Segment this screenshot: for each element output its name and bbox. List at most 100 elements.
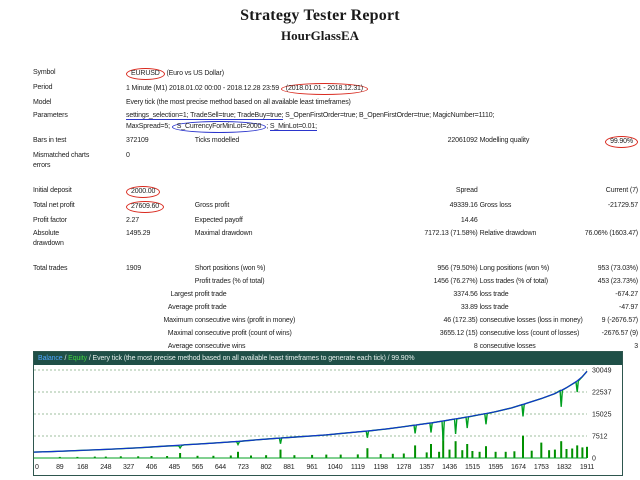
x-axis-label: 406 <box>145 464 158 471</box>
report-cell: Absolute drawdown <box>33 227 126 250</box>
report-row: Initial deposit 2000.00 Spread Current (7) <box>33 184 640 199</box>
cell-text: Modelling quality <box>479 137 530 144</box>
cell-text: Ticks modelled <box>194 137 240 144</box>
cell-text: -674.27 <box>615 291 638 298</box>
x-axis-label: 0 <box>35 464 39 471</box>
report-cell: loss trade <box>480 301 585 314</box>
cell-text: 76.06% (1603.47) <box>584 230 638 237</box>
x-axis-label: 1040 <box>327 464 343 471</box>
cell-text: 1456 (76.27%) <box>433 278 478 285</box>
x-axis-label: 1911 <box>579 464 595 471</box>
x-axis-label: 1674 <box>511 464 526 471</box>
lots-bar <box>571 448 574 458</box>
report-row: Period 1 Minute (M1) 2018.01.02 00:00 - 2… <box>33 81 640 96</box>
lots-bar <box>504 451 507 458</box>
x-axis-label: 1198 <box>373 464 388 471</box>
lots-bar <box>325 454 328 458</box>
report-cell: Ticks modelled <box>195 134 358 149</box>
report-cell: 3 <box>585 340 640 353</box>
report-cell: consecutive loss (count of losses) <box>480 327 585 340</box>
x-axis-label: 1753 <box>533 464 549 471</box>
cell-text: settings_selection=1; TradeSell=true; Tr… <box>125 112 284 120</box>
lots-bar <box>250 455 252 458</box>
lots-bar <box>104 456 107 458</box>
lots-bar <box>438 451 441 458</box>
x-axis-label: 327 <box>123 464 135 471</box>
legend-text: Balance <box>38 355 63 362</box>
report-cell: profit trade <box>195 288 358 301</box>
cell-text: 956 (79.50%) <box>437 265 478 272</box>
x-axis-label: 248 <box>100 464 112 471</box>
chart-x-axis: 0 89 168 248 327 406 485 565 644 723 802 881 961 1040… <box>34 463 622 475</box>
cell-text: Maximal <box>167 330 193 337</box>
lots-bar <box>513 451 516 458</box>
report-cell: Average <box>126 340 195 353</box>
cell-text: 3374.56 <box>453 291 478 298</box>
cell-text: consecutive wins (profit in money) <box>194 317 296 324</box>
lots-bar <box>265 455 268 458</box>
cell-text: Symbol <box>33 69 56 76</box>
report-cell: Short positions (won %) <box>195 262 358 275</box>
cell-text: ; <box>266 123 270 130</box>
lots-bar <box>379 454 382 458</box>
report-row: Profit trades (% of total) 1456 (76.27%) L… <box>33 275 640 288</box>
cell-text: Profit factor <box>33 217 67 224</box>
report-cell: Parameters <box>33 109 126 134</box>
cell-text: Largest <box>170 291 193 298</box>
cell-text: -2676.57 (9) <box>601 330 638 337</box>
y-axis-label: 15025 <box>592 412 612 419</box>
cell-text: Loss trades (% of total) <box>479 278 549 285</box>
y-axis-label: 22537 <box>592 390 612 397</box>
x-axis-label: 1119 <box>350 464 365 471</box>
report-cell <box>195 184 358 199</box>
cell-text: Maximal drawdown <box>194 230 253 237</box>
report-cell: 7172.13 (71.58%) <box>357 227 479 250</box>
report-cell: Largest <box>126 288 195 301</box>
report-cell <box>33 327 126 340</box>
lots-bar <box>339 454 342 458</box>
report-row: Average consecutive wins 8 consecutive loss… <box>33 340 640 353</box>
report-cell: 3655.12 (15) <box>357 327 479 340</box>
lots-bar <box>461 450 464 458</box>
lots-bar <box>196 455 199 458</box>
lots-bar <box>540 442 543 458</box>
report-row: Total trades 1909 Short positions (won %) 9… <box>33 262 640 275</box>
report-cell: 33.89 <box>357 301 479 314</box>
x-axis-label: 168 <box>77 464 89 471</box>
cell-text: Total net profit <box>33 202 75 209</box>
legend-text: Equity <box>68 355 88 362</box>
lots-bar <box>311 454 314 458</box>
lots-bar <box>454 441 457 458</box>
lots-bar <box>179 453 182 458</box>
cell-text: MaxSpread=5; <box>125 123 172 130</box>
lots-bar <box>581 447 584 458</box>
report-cell: Expected payoff <box>195 214 358 227</box>
report-cell <box>33 288 126 301</box>
report-cell: consecutive wins <box>195 340 358 353</box>
lots-bar <box>530 450 533 458</box>
x-axis-label: 1278 <box>396 464 412 471</box>
lots-bar <box>166 456 169 458</box>
x-axis-label: 961 <box>306 464 318 471</box>
lots-bar <box>137 456 140 458</box>
report-row: Maximum consecutive wins (profit in money… <box>33 314 640 327</box>
cell-text: Mismatched charts errors <box>33 152 90 169</box>
report-cell: 1456 (76.27%) <box>357 275 479 288</box>
report-cell: Total net profit <box>33 199 126 214</box>
report-row: Symbol EURUSD (Euro vs US Dollar) <box>33 66 640 81</box>
report-cell: -2676.57 (9) <box>585 327 640 340</box>
x-axis-label: 802 <box>260 464 272 471</box>
cell-text: 0 <box>125 152 130 159</box>
cell-text: 953 (73.03%) <box>597 265 638 272</box>
lots-bar <box>442 431 445 458</box>
report-cell: Gross loss <box>480 199 585 214</box>
lots-bar <box>76 456 79 458</box>
report-cell: 3374.56 <box>357 288 479 301</box>
lots-bar <box>93 456 96 458</box>
report-cell: 27609.60 <box>125 199 195 214</box>
report-cell: 1 Minute (M1) 2018.01.02 00:00 - 2018.12… <box>126 81 640 96</box>
lots-bar <box>466 444 469 458</box>
report-cell: consecutive wins (profit in money) <box>195 314 358 327</box>
report-row: Average profit trade 33.89 loss trade -47.97 <box>33 301 640 314</box>
cell-text: 1909 <box>125 265 141 272</box>
